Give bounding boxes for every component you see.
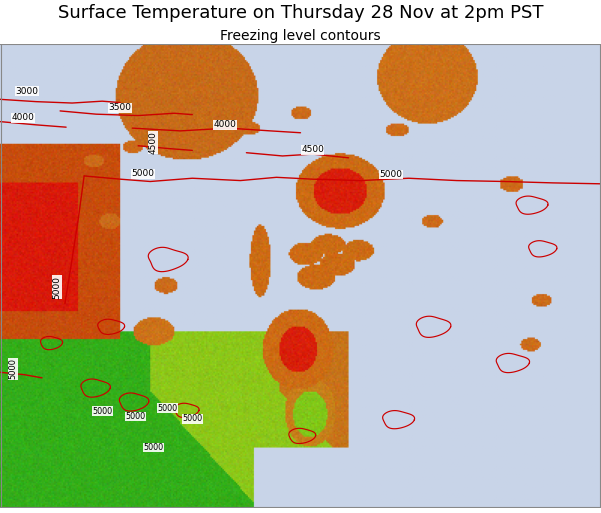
Text: 4500: 4500 xyxy=(301,145,324,154)
Text: Freezing level contours: Freezing level contours xyxy=(220,29,381,43)
Text: 5000: 5000 xyxy=(53,276,61,299)
Text: 5000: 5000 xyxy=(9,358,17,379)
Text: 5000: 5000 xyxy=(157,404,177,412)
Text: 3000: 3000 xyxy=(16,87,38,96)
Text: 5000: 5000 xyxy=(143,443,163,452)
Text: 4000: 4000 xyxy=(11,113,34,123)
Text: 4500: 4500 xyxy=(149,131,157,154)
Text: 4000: 4000 xyxy=(214,121,237,129)
Text: 5000: 5000 xyxy=(379,170,402,179)
Text: 5000: 5000 xyxy=(182,414,203,423)
Text: 5000: 5000 xyxy=(92,407,112,416)
Text: 3500: 3500 xyxy=(109,103,132,112)
Text: 5000: 5000 xyxy=(132,169,154,178)
Text: 5000: 5000 xyxy=(125,412,145,421)
Text: Surface Temperature on Thursday 28 Nov at 2pm PST: Surface Temperature on Thursday 28 Nov a… xyxy=(58,4,543,22)
